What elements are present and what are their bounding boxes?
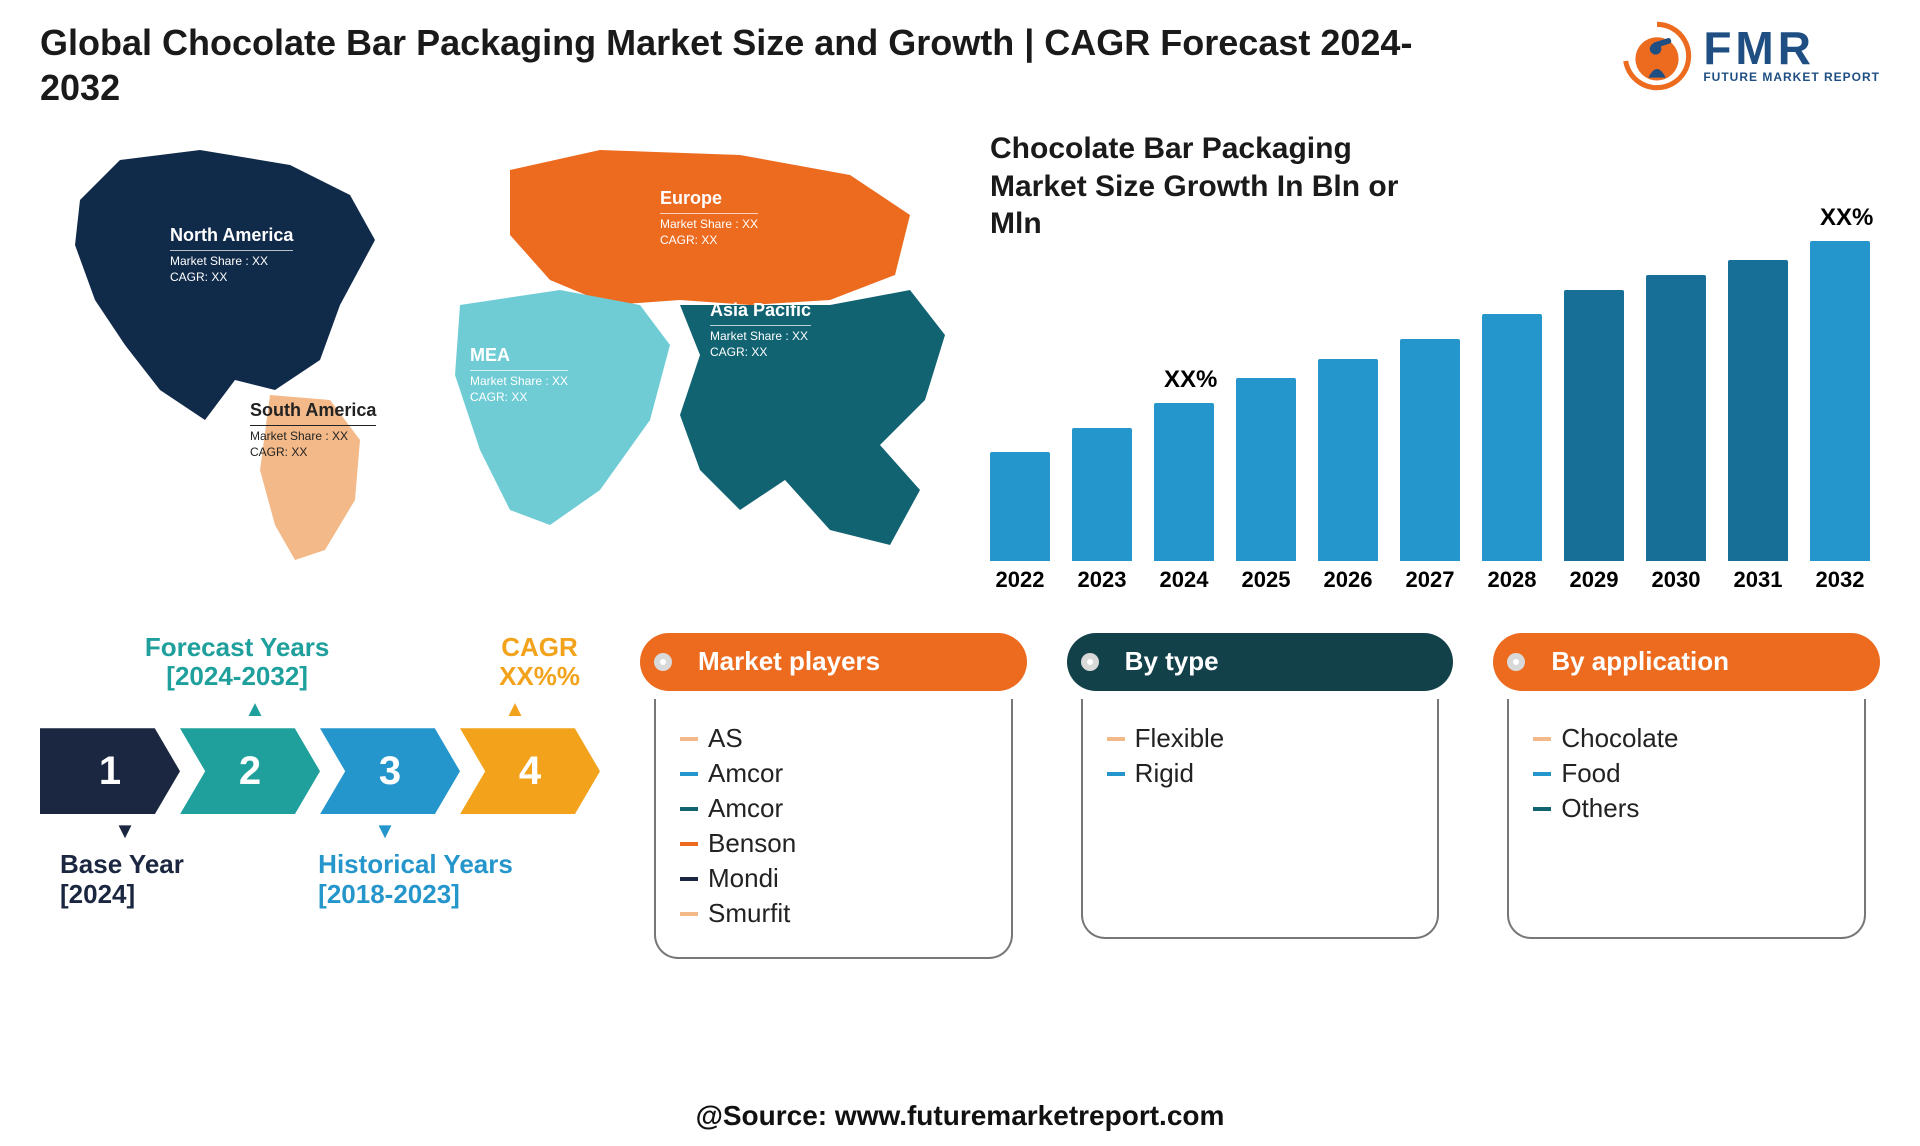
bar-2029: 2029 [1564,290,1624,593]
spyglass-person-icon [1621,20,1693,92]
arrow-up-icon: ▲ [190,696,320,722]
label-south-america: South America Market Share : XXCAGR: XX [250,400,376,460]
timeline-step-3: 3 [320,728,460,814]
marker-icon [1107,772,1125,776]
arrow-down-icon [190,818,320,844]
bullet-icon [1081,653,1099,671]
arrow-up-icon [60,696,190,722]
arrow-down-icon: ▼ [320,818,450,844]
bar-2030: 2030 [1646,275,1706,593]
label-asia-pacific: Asia Pacific Market Share : XXCAGR: XX [710,300,811,360]
marker-icon [680,737,698,741]
bar-2025: 2025 [1236,378,1296,592]
world-map: North America Market Share : XXCAGR: XX … [40,130,960,570]
chart-title: Chocolate Bar Packaging Market Size Grow… [990,130,1410,243]
timeline-step-1: 1 [40,728,180,814]
by-application-list: ChocolateFoodOthers [1533,721,1840,826]
label-europe: Europe Market Share : XXCAGR: XX [660,188,758,248]
bullet-icon [654,653,672,671]
marker-icon [1533,807,1551,811]
timeline-step-4: 4 [460,728,600,814]
by-application-panel: By application ChocolateFoodOthers [1493,633,1880,939]
market-players-panel: Market players ASAmcorAmcorBensonMondiSm… [640,633,1027,959]
timeline-step-2: 2 [180,728,320,814]
marker-icon [680,807,698,811]
timeline: Forecast Years[2024-2032] CAGRXX%% ▲ ▲ 12… [40,633,600,911]
list-item: AS [680,721,987,756]
bar-2022: 2022 [990,452,1050,592]
bar-2031: 2031 [1728,260,1788,592]
bar-2032: 2032 [1810,241,1870,593]
list-item: Rigid [1107,756,1414,791]
marker-icon [680,877,698,881]
pct-label-2024: XX% [1164,366,1217,394]
by-type-list: FlexibleRigid [1107,721,1414,791]
timeline-historical-label: Historical Years[2018-2023] [318,850,513,910]
list-item: Chocolate [1533,721,1840,756]
region-mea [455,290,670,525]
list-item: Others [1533,791,1840,826]
page-title: Global Chocolate Bar Packaging Market Si… [40,20,1440,110]
bar-2024: 2024 [1154,403,1214,593]
timeline-base-year-label: Base Year[2024] [60,850,184,910]
marker-icon [1533,772,1551,776]
logo-strapline: FUTURE MARKET REPORT [1703,70,1880,84]
label-north-america: North America Market Share : XXCAGR: XX [170,225,293,285]
bullet-icon [1507,653,1525,671]
arrow-up-icon: ▲ [450,696,580,722]
market-players-header: Market players [640,633,1027,691]
list-item: Flexible [1107,721,1414,756]
marker-icon [680,772,698,776]
list-item: Amcor [680,756,987,791]
market-players-list: ASAmcorAmcorBensonMondiSmurfit [680,721,987,931]
timeline-cagr-label: CAGRXX%% [499,633,580,693]
list-item: Food [1533,756,1840,791]
list-item: Smurfit [680,896,987,931]
arrow-up-icon [320,696,450,722]
list-item: Amcor [680,791,987,826]
logo-text: FMR [1703,28,1880,69]
source-credit: @Source: www.futuremarketreport.com [0,1100,1920,1132]
by-type-panel: By type FlexibleRigid [1067,633,1454,939]
marker-icon [1107,737,1125,741]
bar-2028: 2028 [1482,314,1542,592]
bar-2026: 2026 [1318,359,1378,593]
marker-icon [680,912,698,916]
logo: FMR FUTURE MARKET REPORT [1621,20,1880,92]
arrow-down-icon [450,818,580,844]
growth-bar-chart: Chocolate Bar Packaging Market Size Grow… [990,130,1880,593]
timeline-forecast-label: Forecast Years[2024-2032] [145,633,330,693]
by-type-header: By type [1067,633,1454,691]
header: Global Chocolate Bar Packaging Market Si… [40,20,1880,110]
marker-icon [1533,737,1551,741]
marker-icon [680,842,698,846]
list-item: Mondi [680,861,987,896]
arrow-down-icon: ▼ [60,818,190,844]
bar-2023: 2023 [1072,428,1132,593]
by-application-header: By application [1493,633,1880,691]
bar-2027: 2027 [1400,339,1460,593]
pct-label-2032: XX% [1820,204,1873,232]
list-item: Benson [680,826,987,861]
label-mea: MEA Market Share : XXCAGR: XX [470,345,568,405]
